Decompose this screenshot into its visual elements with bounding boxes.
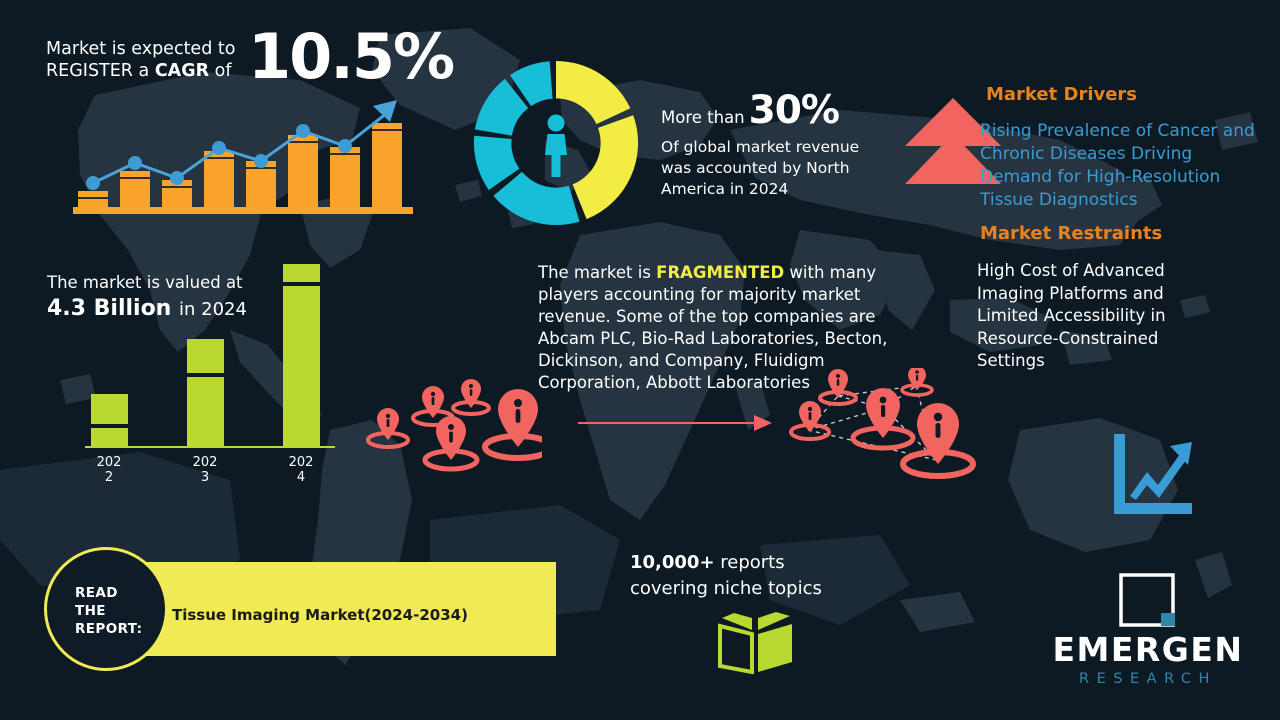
- na-share-value: 30%: [748, 88, 840, 133]
- value-bar-label-2022-top: 202: [96, 455, 122, 470]
- logo-subtitle: RESEARCH: [1079, 671, 1217, 687]
- market-drivers-heading: Market Drivers: [986, 84, 1138, 105]
- report-title: Tissue Imaging Market(2024-2034): [172, 606, 468, 624]
- value-bar-label-2022-bottom: 2: [104, 470, 114, 485]
- market-drivers-text: Rising Prevalence of Cancer and Chronic …: [980, 121, 1255, 210]
- person-icon: [545, 114, 567, 177]
- open-book-icon: [718, 612, 794, 675]
- double-chevron-up-icon: [903, 96, 1003, 186]
- cagr-value: 10.5%: [248, 20, 455, 93]
- cagr-keyword: CAGR: [154, 61, 210, 81]
- value-bar-2023-split: [187, 373, 224, 377]
- value-bar-2024-split: [283, 282, 320, 286]
- cagr-description: Market is expected to REGISTER a CAGR of: [46, 38, 246, 88]
- cagr-line-2-pre: REGISTER a: [46, 61, 155, 81]
- value-bar-label-2022: 202 2: [89, 455, 129, 485]
- cagr-line-1: Market is expected to: [46, 39, 236, 59]
- read-report-cta[interactable]: READ THE REPORT:: [44, 547, 168, 671]
- market-valuation-callout: The market is valued at 4.3 Billion in 2…: [47, 272, 347, 325]
- reports-count-line-2: covering niche topics: [630, 578, 822, 599]
- north-america-share-callout: More than 30% Of global market revenue wa…: [661, 88, 866, 200]
- regional-revenue-donut: [470, 57, 642, 229]
- emergen-research-logo: EMERGEN RESEARCH: [1020, 568, 1276, 706]
- map-pin-cluster-icon: [362, 372, 554, 482]
- value-bar-label-2024-top: 202: [288, 455, 314, 470]
- value-bar-label-2023: 202 3: [185, 455, 225, 485]
- valuation-value: 4.3 Billion: [47, 296, 172, 321]
- market-value-bars: 202 2 202 3 202 4: [75, 264, 335, 485]
- valuation-year: in 2024: [179, 299, 247, 320]
- value-bar-2022: [91, 394, 128, 446]
- cta-line-2: THE: [75, 603, 106, 619]
- cagr-callout: Market is expected to REGISTER a CAGR of…: [46, 26, 466, 88]
- read-report-banner[interactable]: Tissue Imaging Market(2024-2034): [145, 562, 556, 656]
- cta-line-1: READ: [75, 585, 118, 601]
- cagr-line-2-post: of: [209, 61, 232, 81]
- cta-line-3: REPORT:: [75, 621, 143, 637]
- market-restraints-heading: Market Restraints: [980, 223, 1163, 244]
- value-bar-2022-split: [91, 424, 128, 428]
- na-share-body: Of global market revenue was accounted b…: [661, 138, 860, 198]
- growth-arrow-chart-icon: [1112, 432, 1194, 516]
- market-restraints-text: High Cost of Advanced Imaging Platforms …: [977, 261, 1166, 370]
- value-bar-2024: [283, 264, 320, 446]
- value-bar-2023: [187, 339, 224, 446]
- fragmented-pre: The market is: [538, 263, 657, 282]
- read-report-cta-label: READ THE REPORT:: [75, 584, 155, 638]
- connected-map-pin-cluster-icon: [786, 366, 986, 488]
- fragmented-highlight: FRAGMENTED: [656, 263, 785, 282]
- value-bar-label-2024-bottom: 4: [296, 470, 306, 485]
- fragmented-post: with many players accounting for majorit…: [538, 263, 888, 392]
- right-arrow-icon: [578, 412, 773, 434]
- market-fragmentation-text: The market is FRAGMENTED with many playe…: [538, 262, 898, 394]
- value-bar-label-2023-bottom: 3: [200, 470, 210, 485]
- na-share-label: More than: [661, 108, 745, 127]
- value-bar-label-2023-top: 202: [192, 455, 218, 470]
- reports-count-number: 10,000+: [630, 552, 715, 573]
- value-bars-axis: [85, 446, 335, 448]
- value-bar-label-2024: 202 4: [281, 455, 321, 485]
- reports-count-suffix: reports: [714, 552, 785, 573]
- valuation-label: The market is valued at: [47, 273, 243, 292]
- square-outline-mark: [1119, 573, 1175, 627]
- logo-wordmark: EMERGEN: [1052, 630, 1244, 669]
- growth-trend-chart: [70, 88, 415, 218]
- reports-count-callout: 10,000+ reports covering niche topics: [630, 550, 860, 602]
